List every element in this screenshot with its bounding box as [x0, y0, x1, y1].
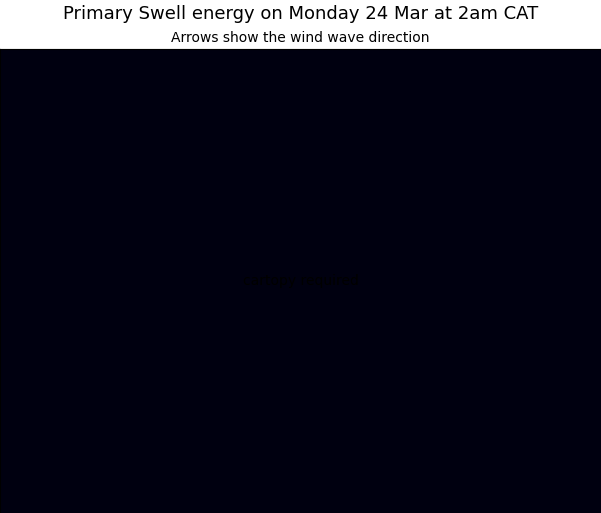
- Text: Primary Swell energy on Monday 24 Mar at 2am CAT: Primary Swell energy on Monday 24 Mar at…: [63, 5, 538, 23]
- Text: cartopy required: cartopy required: [243, 274, 358, 288]
- Text: Arrows show the wind wave direction: Arrows show the wind wave direction: [171, 31, 430, 45]
